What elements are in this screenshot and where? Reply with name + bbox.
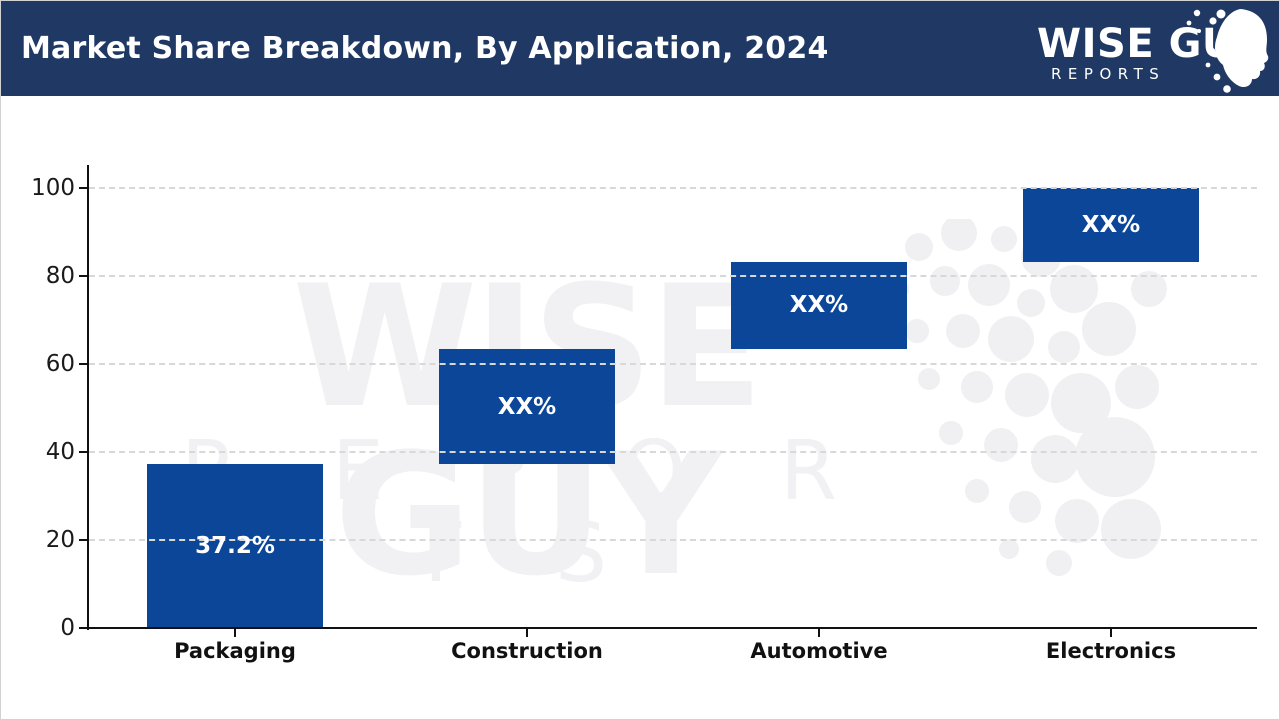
bar-construction (439, 349, 615, 465)
x-axis-tick (1110, 629, 1112, 637)
y-axis-tick-label: 80 (45, 263, 75, 289)
x-axis-tick (818, 629, 820, 637)
x-axis-category-label: Construction (451, 639, 603, 663)
bar-value-label: XX% (1081, 211, 1141, 238)
x-axis-category-label: Packaging (174, 639, 296, 663)
gridline (89, 363, 1257, 365)
page-title: Market Share Breakdown, By Application, … (21, 31, 829, 66)
y-axis-tick (79, 187, 87, 189)
y-axis-tick (79, 275, 87, 277)
y-axis-tick-label: 60 (45, 351, 75, 377)
x-axis-tick (234, 629, 236, 637)
y-axis-tick (79, 539, 87, 541)
gridline (89, 539, 1257, 541)
bar-value-label: XX% (789, 292, 849, 319)
logo-sub-text: REPORTS (1051, 65, 1165, 83)
y-axis-tick (79, 451, 87, 453)
y-axis-tick-label: 100 (31, 175, 75, 201)
gridline (89, 187, 1257, 189)
y-axis-tick-label: 20 (45, 527, 75, 553)
gridline (89, 451, 1257, 453)
y-axis-line (87, 165, 89, 630)
y-axis-tick (79, 627, 87, 629)
logo-head-icon (1186, 9, 1269, 93)
y-axis-tick-label: 40 (45, 439, 75, 465)
x-axis-tick (526, 629, 528, 637)
x-axis-category-label: Electronics (1045, 639, 1177, 663)
bar-value-label: XX% (497, 393, 557, 420)
x-axis-line (87, 627, 1257, 629)
wiseguy-logo: WISE GUY REPORTS (1037, 9, 1269, 93)
y-axis-tick (79, 363, 87, 365)
x-axis-category-label: Automotive (750, 639, 888, 663)
report-header: Market Share Breakdown, By Application, … (1, 1, 1279, 96)
bar-packaging (147, 464, 323, 628)
bar-value-label: 37.2% (195, 533, 275, 560)
y-axis-tick-label: 0 (60, 615, 75, 641)
gridline (89, 275, 1257, 277)
